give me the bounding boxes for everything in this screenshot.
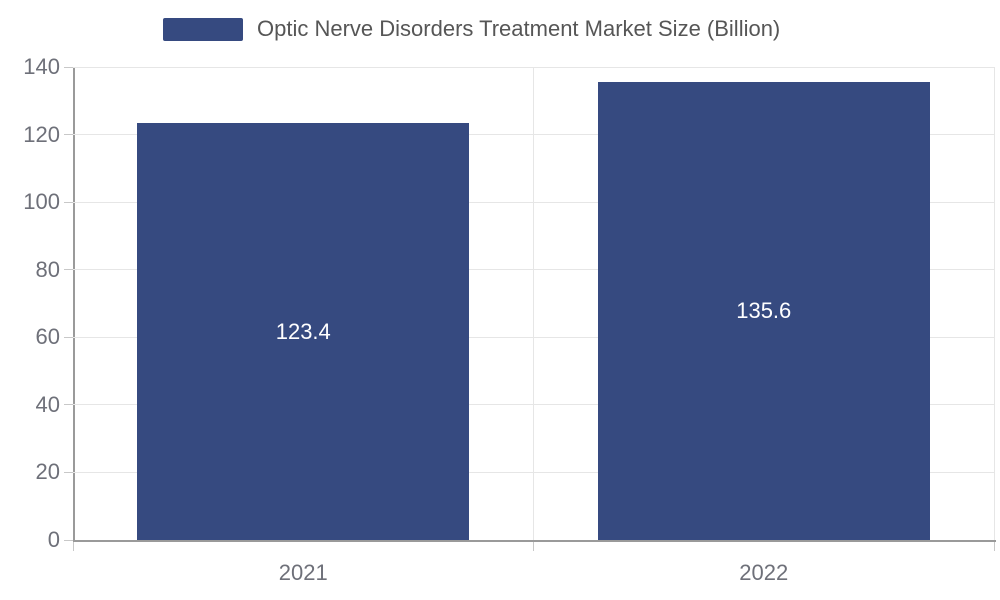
y-axis-tick <box>64 336 73 338</box>
legend[interactable]: Optic Nerve Disorders Treatment Market S… <box>163 16 780 42</box>
y-axis-label: 40 <box>35 391 60 417</box>
y-axis-tick <box>64 269 73 271</box>
x-axis-tick <box>533 542 534 551</box>
y-axis-tick <box>64 404 73 406</box>
legend-swatch-icon <box>163 17 243 41</box>
y-axis-tick <box>64 539 73 541</box>
bar-2022 <box>597 81 930 540</box>
bar-value-label: 135.6 <box>736 297 792 323</box>
plot-area <box>73 67 996 542</box>
y-axis-label: 20 <box>35 459 60 485</box>
y-axis-tick <box>64 66 73 68</box>
y-axis-tick <box>64 471 73 473</box>
y-axis-label: 80 <box>35 256 60 282</box>
x-axis-label: 2021 <box>278 560 328 585</box>
y-axis-label: 60 <box>35 324 60 350</box>
x-axis-label: 2022 <box>739 560 789 585</box>
x-axis-tick <box>993 542 995 551</box>
y-axis-tick <box>64 134 73 136</box>
category-boundary-gridline <box>533 67 534 540</box>
y-axis-label: 100 <box>23 189 60 215</box>
plot-right-border <box>993 67 995 540</box>
y-axis-tick <box>64 201 73 203</box>
bar-value-label: 123.4 <box>275 318 331 344</box>
bar-2021 <box>137 123 470 540</box>
y-axis-label: 140 <box>23 54 60 79</box>
x-axis-tick <box>72 542 74 551</box>
y-axis-label: 0 <box>47 527 60 552</box>
legend-label: Optic Nerve Disorders Treatment Market S… <box>257 16 781 41</box>
y-axis-label: 120 <box>23 121 60 147</box>
